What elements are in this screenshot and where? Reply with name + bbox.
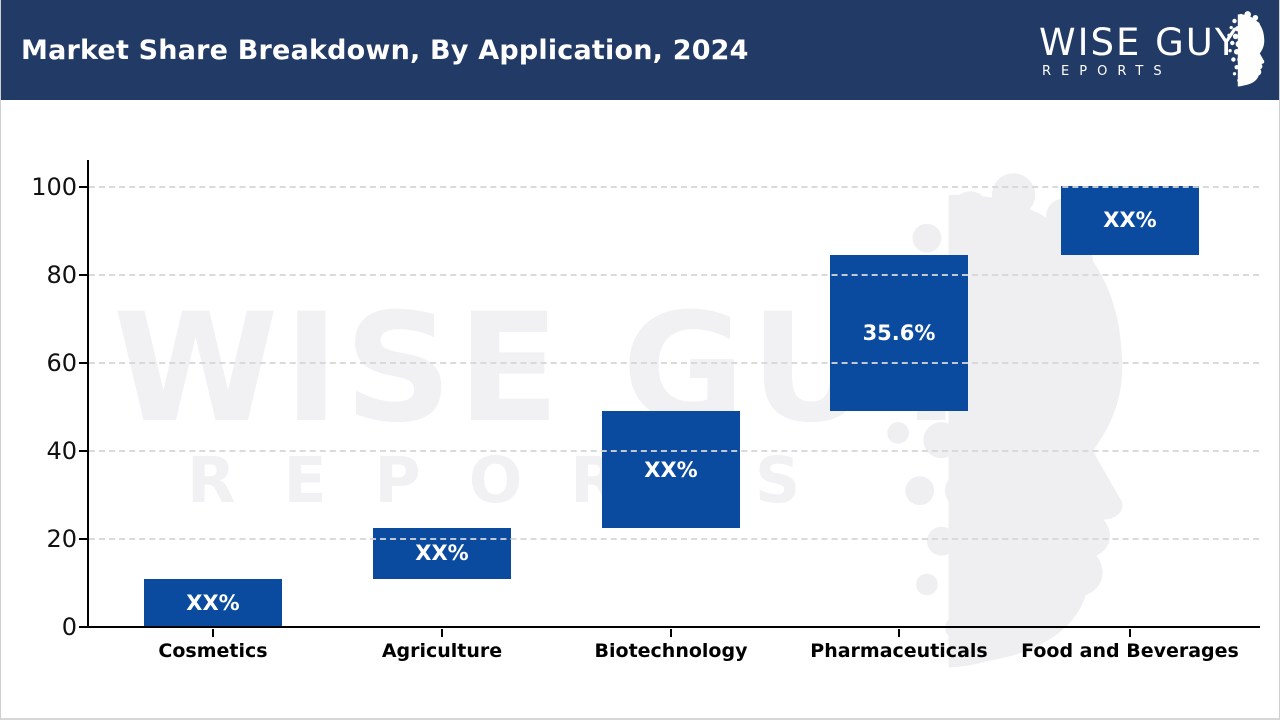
y-tick-mark [79, 186, 88, 188]
bar-pharmaceuticals: 35.6% [830, 254, 968, 412]
y-tick-mark [79, 538, 88, 540]
y-tick-label: 40 [46, 437, 77, 465]
y-tick-label: 0 [61, 613, 77, 641]
bar-food-and-beverages: XX% [1061, 186, 1199, 255]
brand-logo-text: WISE GUY REPORTS [1039, 24, 1239, 79]
gridline [89, 362, 1259, 364]
brand-wordmark: WISE GUY [1039, 21, 1240, 64]
y-tick-label: 100 [31, 173, 77, 201]
y-tick-label: 80 [46, 261, 77, 289]
y-tick-mark [79, 450, 88, 452]
x-tick-mark [670, 629, 672, 637]
bar-value-label: XX% [644, 457, 698, 482]
y-tick-label: 60 [46, 349, 77, 377]
x-tick-mark [1129, 629, 1131, 637]
gridline [89, 186, 1259, 188]
y-tick-mark [79, 274, 88, 276]
y-tick-mark [79, 362, 88, 364]
chart-title: Market Share Breakdown, By Application, … [21, 34, 749, 66]
x-category-label-agriculture: Agriculture [381, 640, 503, 662]
bar-value-label: XX% [186, 590, 240, 615]
header-bar: Market Share Breakdown, By Application, … [1, 0, 1279, 100]
x-category-label-pharmaceuticals: Pharmaceuticals [810, 640, 988, 662]
bar-agriculture: XX% [373, 528, 511, 579]
gridline [89, 274, 1259, 276]
brand-reports-text: REPORTS [1042, 64, 1172, 79]
brand-dotted-head-icon [1227, 11, 1265, 87]
x-tick-mark [898, 629, 900, 637]
bar-biotechnology: XX% [602, 411, 740, 528]
x-category-label-biotechnology: Biotechnology [594, 640, 748, 662]
bar-value-label: 35.6% [862, 321, 936, 346]
x-category-label-cosmetics: Cosmetics [158, 640, 268, 662]
x-tick-mark [212, 629, 214, 637]
plot-area: XX% XX% XX% 35.6% XX% 0 20 40 60 80 100 Cosmetics A… [1, 100, 1279, 662]
x-axis-line [87, 626, 1260, 628]
x-category-label-food-and-beverages: Food and Beverages [1021, 640, 1239, 662]
y-axis-line [87, 160, 89, 628]
y-tick-label: 20 [46, 525, 77, 553]
x-tick-mark [441, 629, 443, 637]
y-tick-mark [79, 626, 88, 628]
bar-value-label: XX% [415, 541, 469, 566]
bar-cosmetics: XX% [144, 578, 282, 627]
gridline [89, 450, 1259, 452]
brand-logo: WISE GUY REPORTS [1025, 8, 1275, 94]
gridline [89, 538, 1259, 540]
bar-value-label: XX% [1103, 208, 1157, 233]
